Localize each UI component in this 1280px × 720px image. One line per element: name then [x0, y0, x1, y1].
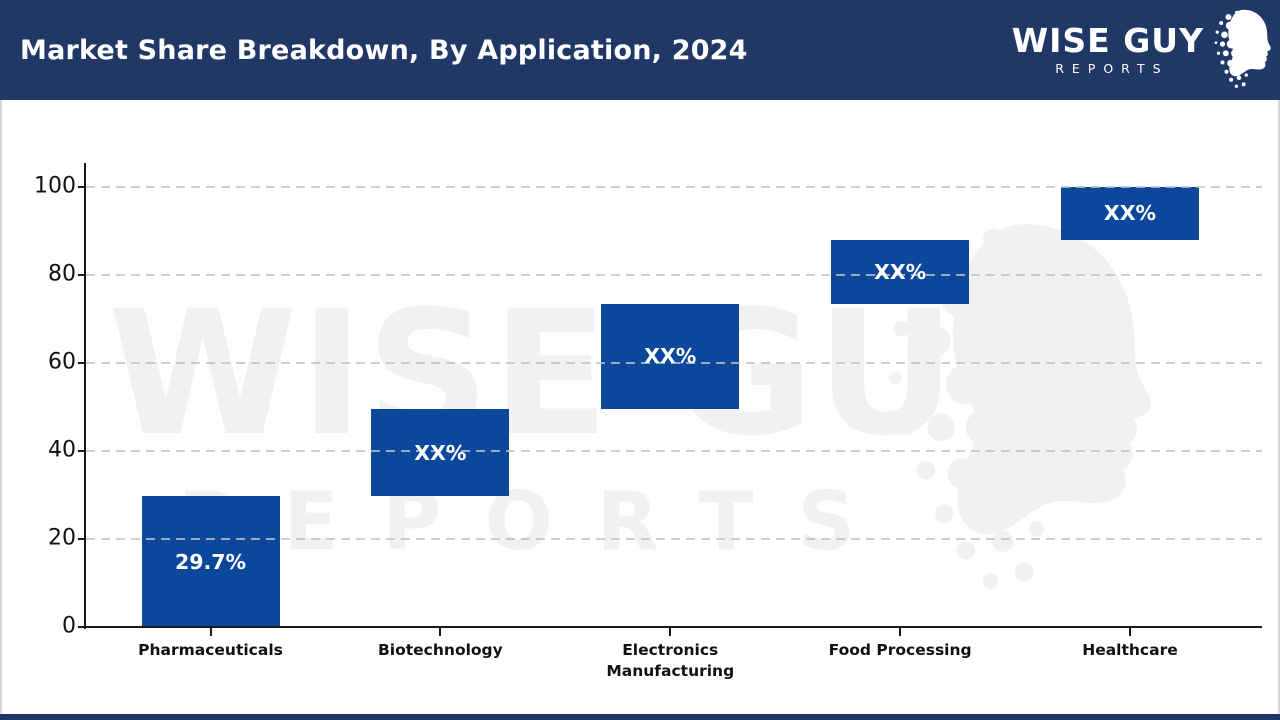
- bar-value-label: XX%: [644, 344, 697, 369]
- x-tick: [1129, 628, 1131, 636]
- header: Market Share Breakdown, By Application, …: [0, 0, 1280, 100]
- y-tick-label: 40: [48, 437, 76, 463]
- brand-logo: WISE GUY REPORTS: [1012, 4, 1274, 96]
- category-label: Electronics Manufacturing: [606, 641, 735, 680]
- y-gridline: [86, 362, 1262, 364]
- y-axis: [84, 163, 86, 629]
- category-label: Biotechnology: [377, 641, 503, 659]
- x-tick: [669, 628, 672, 636]
- y-gridline: [86, 186, 1262, 188]
- y-tick-label: 80: [48, 261, 76, 287]
- y-tick: [78, 538, 86, 540]
- y-tick: [78, 186, 86, 188]
- bar-value-label: XX%: [1103, 201, 1157, 226]
- category-label: Pharmaceuticals: [138, 641, 283, 659]
- y-gridline: [86, 450, 1262, 452]
- logo-tagline: REPORTS: [1055, 61, 1169, 76]
- footer-bar: [0, 714, 1280, 720]
- x-tick: [209, 628, 212, 636]
- y-gridline: [86, 274, 1262, 276]
- page-title: Market Share Breakdown, By Application, …: [20, 34, 748, 66]
- y-tick: [78, 450, 86, 452]
- category-label: Food Processing: [828, 641, 972, 659]
- bar-value-label: 29.7%: [174, 549, 247, 574]
- bar: [141, 496, 280, 627]
- bar: [601, 303, 740, 410]
- logo-text: WISE GUY REPORTS: [1012, 24, 1204, 76]
- x-tick: [439, 628, 442, 636]
- y-tick: [78, 626, 86, 628]
- logo-name: WISE GUY: [1011, 21, 1204, 60]
- x-axis: [84, 626, 1262, 628]
- bar-value-label: XX%: [874, 259, 927, 284]
- category-label: Healthcare: [1082, 641, 1178, 659]
- bar: [371, 409, 510, 497]
- y-gridline: [86, 538, 1262, 540]
- y-tick-label: 20: [48, 525, 76, 551]
- y-tick-label: 0: [62, 613, 76, 639]
- y-tick-label: 60: [48, 349, 76, 375]
- y-tick-label: 100: [34, 173, 76, 199]
- y-tick: [78, 362, 86, 364]
- x-tick: [899, 628, 902, 636]
- y-tick: [78, 274, 86, 276]
- logo-head-icon: [1208, 7, 1274, 93]
- bar-value-label: XX%: [414, 440, 467, 465]
